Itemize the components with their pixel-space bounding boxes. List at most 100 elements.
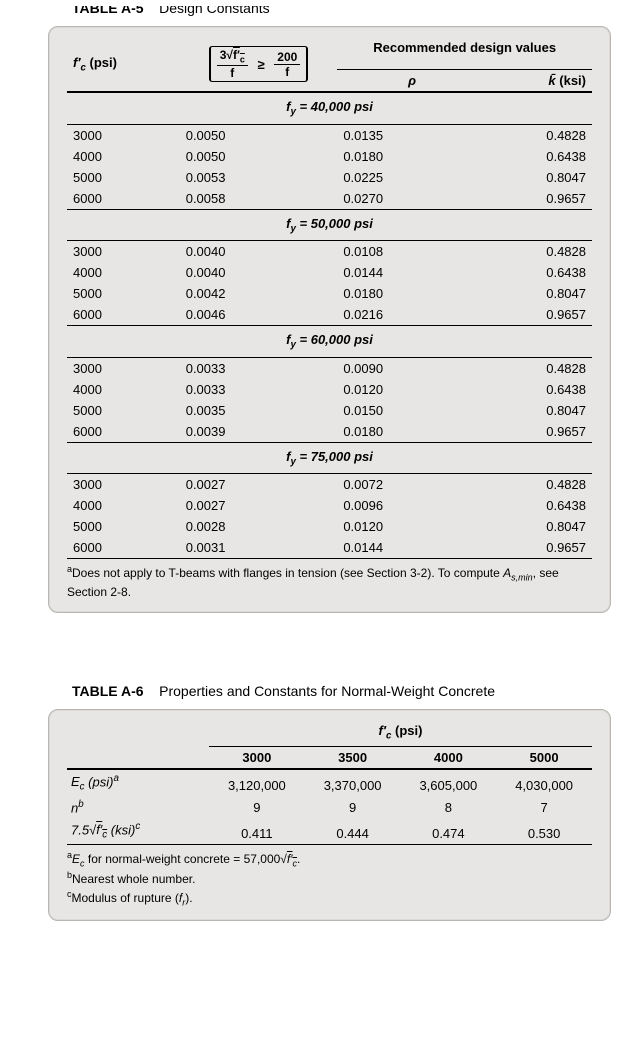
cell-fc: 3000 [67, 241, 180, 263]
cell-kbar: 0.6438 [487, 262, 592, 283]
formula-numerator-left: 3√f′c [217, 49, 248, 66]
cell-rho: 0.0144 [337, 262, 487, 283]
cell-rho: 0.0135 [337, 124, 487, 146]
cell-kbar: 0.4828 [487, 357, 592, 379]
cell-value: 9 [305, 796, 401, 818]
table-a6: f′c (psi) 3000350040005000 Ec (psi)a3,12… [67, 720, 592, 845]
footnote-a6-a: aEc for normal-weight concrete = 57,000√… [67, 849, 592, 870]
cell-fc: 3000 [67, 357, 180, 379]
cell-kbar: 0.9657 [487, 537, 592, 559]
cell-value: 0.444 [305, 818, 401, 844]
formula-denominator-right: f [274, 65, 300, 78]
cell-kbar: 0.4828 [487, 124, 592, 146]
cell-fc: 4000 [67, 379, 180, 400]
cell-rho: 0.0180 [337, 421, 487, 443]
col-header-fc-value: 3500 [305, 746, 401, 769]
cell-fc: 3000 [67, 474, 180, 496]
cell-fc: 3000 [67, 124, 180, 146]
cell-kbar: 0.9657 [487, 188, 592, 210]
cell-rho: 0.0225 [337, 167, 487, 188]
table-a5: f′c (psi) 3√f′c f ≥ 200 f Recommended de… [67, 37, 592, 559]
cell-kbar: 0.9657 [487, 304, 592, 326]
col-header-kbar: k̄ (ksi) [487, 70, 592, 93]
footnote-a6-b: bNearest whole number. [67, 869, 592, 887]
row-header: nb [67, 796, 209, 818]
cell-minratio: 0.0053 [180, 167, 338, 188]
cell-kbar: 0.6438 [487, 146, 592, 167]
section-header: fy = 40,000 psi [67, 92, 592, 124]
cell-fc: 4000 [67, 495, 180, 516]
col-header-fc: f′c (psi) [67, 37, 180, 92]
cell-fc: 5000 [67, 400, 180, 421]
cell-value: 3,370,000 [305, 769, 401, 796]
cell-minratio: 0.0039 [180, 421, 338, 443]
cell-value: 0.530 [496, 818, 592, 844]
cell-rho: 0.0150 [337, 400, 487, 421]
col-header-formula: 3√f′c f ≥ 200 f [180, 37, 338, 92]
col-header-fc-value: 3000 [209, 746, 305, 769]
cell-kbar: 0.9657 [487, 421, 592, 443]
cell-minratio: 0.0027 [180, 474, 338, 496]
footnote-a-symbol: As,min [503, 566, 533, 580]
cell-value: 8 [401, 796, 497, 818]
cell-rho: 0.0072 [337, 474, 487, 496]
row-header: 7.5√f′c (ksi)c [67, 818, 209, 844]
cell-value: 7 [496, 796, 592, 818]
cell-minratio: 0.0040 [180, 262, 338, 283]
cell-minratio: 0.0033 [180, 357, 338, 379]
col-header-rho: ρ [337, 70, 487, 93]
cell-fc: 5000 [67, 167, 180, 188]
cell-rho: 0.0090 [337, 357, 487, 379]
cell-minratio: 0.0046 [180, 304, 338, 326]
cell-value: 0.411 [209, 818, 305, 844]
cell-value: 3,120,000 [209, 769, 305, 796]
table-a6-label: TABLE A-6 [72, 683, 144, 699]
cell-minratio: 0.0050 [180, 146, 338, 167]
cell-rho: 0.0144 [337, 537, 487, 559]
cell-minratio: 0.0033 [180, 379, 338, 400]
cell-rho: 0.0270 [337, 188, 487, 210]
row-header: Ec (psi)a [67, 769, 209, 796]
cell-rho: 0.0120 [337, 379, 487, 400]
cell-fc: 6000 [67, 537, 180, 559]
section-header: fy = 60,000 psi [67, 326, 592, 358]
cell-kbar: 0.8047 [487, 516, 592, 537]
cell-fc: 6000 [67, 304, 180, 326]
cell-value: 9 [209, 796, 305, 818]
cell-minratio: 0.0027 [180, 495, 338, 516]
cell-value: 0.474 [401, 818, 497, 844]
cell-kbar: 0.8047 [487, 283, 592, 304]
cell-rho: 0.0120 [337, 516, 487, 537]
cell-fc: 5000 [67, 516, 180, 537]
table-a6-title: TABLE A-6 Properties and Constants for N… [72, 683, 611, 705]
cell-rho: 0.0216 [337, 304, 487, 326]
cell-minratio: 0.0028 [180, 516, 338, 537]
cell-minratio: 0.0042 [180, 283, 338, 304]
cell-kbar: 0.8047 [487, 400, 592, 421]
formula-op: ≥ [252, 57, 271, 72]
cell-minratio: 0.0050 [180, 124, 338, 146]
col-header-fc-value: 5000 [496, 746, 592, 769]
table-a5-footnote: aDoes not apply to T-beams with flanges … [67, 559, 592, 600]
cell-fc: 4000 [67, 262, 180, 283]
col-header-recommended: Recommended design values [337, 37, 592, 70]
table-a6-caption: Properties and Constants for Normal-Weig… [159, 683, 495, 699]
cell-rho: 0.0096 [337, 495, 487, 516]
cell-minratio: 0.0040 [180, 241, 338, 263]
formula-denominator-left: f [217, 66, 248, 79]
cell-kbar: 0.8047 [487, 167, 592, 188]
cell-value: 3,605,000 [401, 769, 497, 796]
cell-fc: 6000 [67, 421, 180, 443]
section-header: fy = 75,000 psi [67, 442, 592, 474]
cell-minratio: 0.0031 [180, 537, 338, 559]
cell-rho: 0.0180 [337, 283, 487, 304]
formula-numerator-right: 200 [274, 51, 300, 65]
table-a5-card: f′c (psi) 3√f′c f ≥ 200 f Recommended de… [48, 26, 611, 613]
cell-kbar: 0.4828 [487, 474, 592, 496]
footnote-a6-c: cModulus of rupture (fr). [67, 888, 592, 909]
footnote-a-pre: Does not apply to T-beams with flanges i… [72, 566, 503, 580]
cell-fc: 4000 [67, 146, 180, 167]
table-a6-card: f′c (psi) 3000350040005000 Ec (psi)a3,12… [48, 709, 611, 921]
cell-rho: 0.0108 [337, 241, 487, 263]
cell-minratio: 0.0035 [180, 400, 338, 421]
